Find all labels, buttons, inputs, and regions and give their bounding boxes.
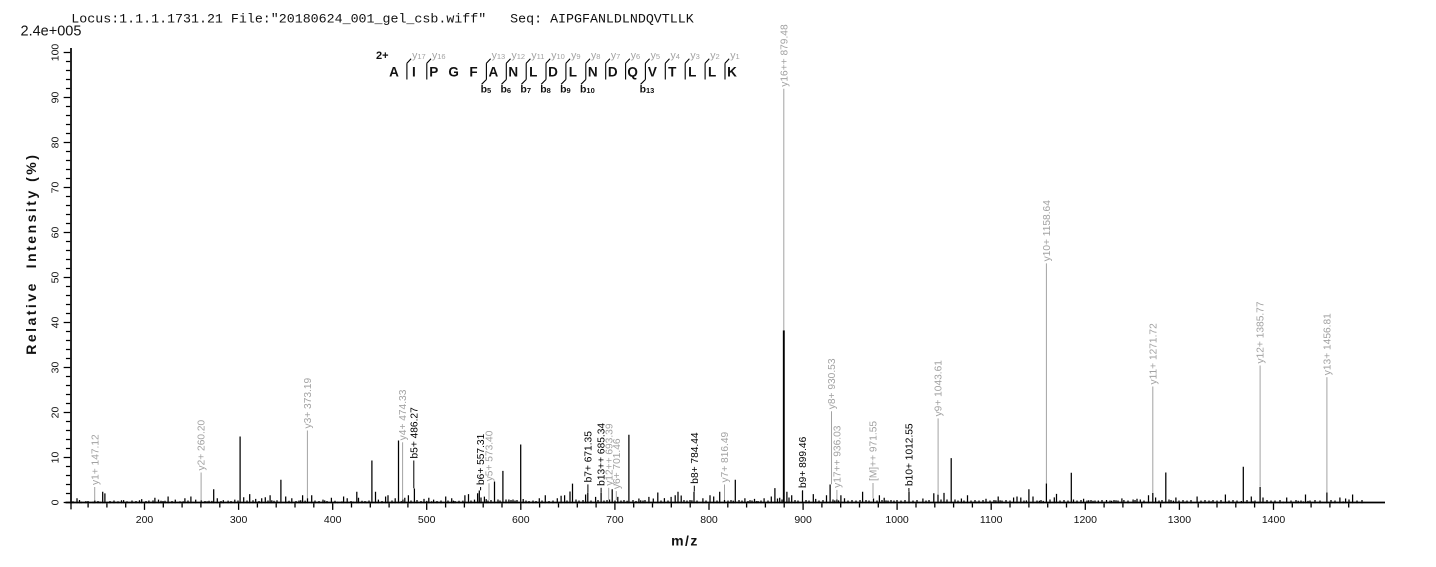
svg-text:L: L: [688, 65, 696, 80]
svg-text:Q: Q: [627, 65, 638, 80]
svg-text:b5+ 486.27: b5+ 486.27: [409, 407, 420, 459]
svg-text:b13: b13: [640, 84, 655, 96]
svg-text:K: K: [727, 65, 737, 80]
svg-text:y10+ 1158.64: y10+ 1158.64: [1042, 200, 1053, 262]
svg-text:A: A: [489, 65, 499, 80]
svg-text:70: 70: [50, 182, 62, 194]
svg-text:y11: y11: [531, 50, 544, 62]
svg-text:y5+ 573.40: y5+ 573.40: [485, 430, 496, 481]
svg-text:Locus:1.1.1.1731.21 File:"2018: Locus:1.1.1.1731.21 File:"20180624_001_g…: [71, 12, 693, 27]
svg-text:T: T: [668, 65, 677, 80]
svg-text:400: 400: [324, 514, 342, 526]
svg-text:y2+ 260.20: y2+ 260.20: [197, 419, 208, 470]
svg-text:1300: 1300: [1168, 514, 1192, 526]
svg-text:y8: y8: [591, 50, 600, 62]
svg-text:y4: y4: [671, 50, 680, 62]
svg-text:40: 40: [50, 317, 62, 329]
svg-text:1200: 1200: [1074, 514, 1098, 526]
svg-text:1000: 1000: [885, 514, 909, 526]
svg-text:G: G: [448, 65, 459, 80]
svg-text:b10+ 1012.55: b10+ 1012.55: [905, 423, 916, 486]
svg-text:800: 800: [700, 514, 718, 526]
svg-text:b6+ 557.31: b6+ 557.31: [476, 433, 487, 485]
svg-text:Relative Intensity (%): Relative Intensity (%): [23, 153, 39, 355]
svg-text:y9+ 1043.61: y9+ 1043.61: [934, 360, 945, 417]
svg-text:100: 100: [50, 44, 62, 62]
svg-text:2+: 2+: [376, 50, 389, 62]
svg-text:b13++ 685.34: b13++ 685.34: [597, 423, 608, 486]
svg-text:y16: y16: [432, 50, 446, 62]
svg-text:y12++ 693.39: y12++ 693.39: [604, 423, 615, 486]
svg-text:y11+ 1271.72: y11+ 1271.72: [1148, 323, 1159, 385]
svg-text:y12: y12: [512, 50, 526, 62]
svg-text:I: I: [412, 65, 416, 80]
svg-text:[M]++ 971.55: [M]++ 971.55: [869, 421, 880, 481]
svg-text:y3: y3: [690, 50, 699, 62]
svg-text:20: 20: [50, 407, 62, 419]
svg-text:L: L: [708, 65, 716, 80]
svg-text:y8+ 930.53: y8+ 930.53: [827, 358, 838, 409]
svg-text:y1: y1: [730, 50, 739, 62]
svg-text:30: 30: [50, 362, 62, 374]
svg-text:200: 200: [136, 514, 154, 526]
svg-text:1400: 1400: [1262, 514, 1286, 526]
svg-text:900: 900: [794, 514, 812, 526]
svg-text:y13+ 1456.81: y13+ 1456.81: [1323, 313, 1334, 375]
svg-text:y1+ 147.12: y1+ 147.12: [90, 434, 101, 485]
svg-text:N: N: [508, 65, 518, 80]
svg-text:N: N: [588, 65, 598, 80]
svg-text:2.4e+005: 2.4e+005: [21, 24, 82, 40]
svg-text:y17: y17: [412, 50, 426, 62]
svg-text:y5: y5: [651, 50, 660, 62]
svg-text:80: 80: [50, 137, 62, 149]
svg-text:L: L: [529, 65, 537, 80]
svg-text:b5: b5: [481, 84, 492, 96]
svg-text:500: 500: [418, 514, 436, 526]
svg-text:L: L: [569, 65, 577, 80]
svg-text:0: 0: [50, 499, 62, 505]
svg-text:y7+ 816.49: y7+ 816.49: [720, 431, 731, 482]
svg-text:y10: y10: [551, 50, 565, 62]
svg-text:A: A: [389, 65, 399, 80]
svg-text:y2: y2: [710, 50, 719, 62]
svg-text:b6: b6: [501, 84, 512, 96]
svg-text:y6: y6: [631, 50, 640, 62]
svg-text:300: 300: [230, 514, 248, 526]
svg-text:b10: b10: [580, 84, 595, 96]
svg-text:F: F: [469, 65, 477, 80]
svg-text:y7: y7: [611, 50, 620, 62]
svg-text:1100: 1100: [980, 514, 1003, 526]
svg-text:D: D: [608, 65, 618, 80]
svg-text:P: P: [429, 65, 438, 80]
svg-text:60: 60: [50, 227, 62, 239]
svg-text:V: V: [648, 65, 657, 80]
svg-text:D: D: [548, 65, 558, 80]
svg-text:b8: b8: [540, 84, 551, 96]
svg-text:y12+ 1385.77: y12+ 1385.77: [1256, 301, 1267, 363]
svg-text:b9: b9: [560, 84, 571, 96]
svg-text:m/z: m/z: [671, 533, 699, 549]
svg-text:y9: y9: [571, 50, 580, 62]
svg-text:y3+ 373.19: y3+ 373.19: [303, 377, 314, 428]
svg-text:600: 600: [512, 514, 530, 526]
svg-text:50: 50: [50, 272, 62, 284]
svg-text:y13: y13: [492, 50, 506, 62]
svg-text:90: 90: [50, 92, 62, 104]
svg-text:y6+ 701.46: y6+ 701.46: [612, 438, 623, 489]
svg-text:b7+ 671.35: b7+ 671.35: [584, 431, 595, 483]
svg-text:b7: b7: [520, 84, 531, 96]
svg-text:b8+ 784.44: b8+ 784.44: [690, 432, 701, 484]
svg-text:700: 700: [606, 514, 624, 526]
svg-text:y4+ 474.33: y4+ 474.33: [398, 389, 409, 440]
svg-text:y17++ 936.03: y17++ 936.03: [833, 425, 844, 488]
svg-text:10: 10: [50, 452, 62, 464]
svg-text:y16++ 879.48: y16++ 879.48: [779, 24, 790, 87]
svg-text:b9+ 899.46: b9+ 899.46: [798, 436, 809, 488]
